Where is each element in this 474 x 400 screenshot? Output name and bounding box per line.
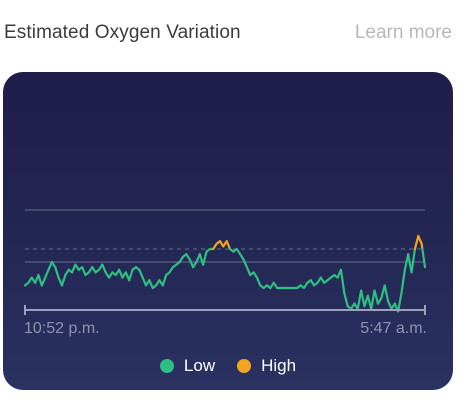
line-segment-low [44, 268, 50, 279]
time-axis-start-label: 10:52 p.m. [24, 320, 100, 337]
legend-high-dot [237, 359, 252, 373]
line-segment-low [400, 268, 406, 295]
line-segment-low [81, 266, 87, 277]
line-segment-low [397, 292, 403, 313]
line-segment-low [245, 266, 252, 277]
line-segment-low [60, 273, 67, 287]
line-segment-low [101, 263, 107, 274]
line-segment-low [370, 289, 376, 310]
line-segment-low [40, 276, 47, 287]
line-segment-low [141, 276, 148, 287]
line-segment-low [70, 263, 77, 274]
header: Estimated Oxygen Variation Learn more [0, 0, 474, 70]
page-title: Estimated Oxygen Variation [4, 22, 241, 43]
line-segment-low [242, 258, 248, 269]
line-segment-high [413, 234, 420, 251]
oxygen-variation-chart-card: 10:52 p.m. 5:47 a.m. Low High [3, 72, 453, 390]
line-segment-low [339, 268, 346, 295]
line-segment-low [161, 273, 168, 287]
oxygen-variation-chart [23, 209, 427, 315]
line-segment-low [54, 266, 60, 279]
line-segment-low [421, 247, 427, 269]
line-segment-low [138, 268, 144, 279]
line-segment-low [188, 258, 195, 269]
line-segment-low [47, 260, 53, 271]
line-segment-low [118, 268, 124, 279]
chart-series [23, 234, 427, 313]
line-segment-low [148, 279, 154, 290]
line-segment-low [356, 289, 363, 310]
legend-item-low: Low [159, 356, 216, 376]
line-segment-low [37, 273, 43, 287]
learn-more-link[interactable]: Learn more [354, 22, 452, 43]
line-segment-low [343, 292, 349, 308]
line-segment-low [360, 289, 366, 308]
line-segment-low [383, 284, 390, 303]
legend-high-label: High [261, 356, 297, 375]
line-segment-high [417, 234, 423, 245]
time-axis [24, 305, 426, 315]
line-segment-low [128, 268, 134, 282]
legend-low-dot [159, 359, 174, 373]
chart-legend: Low High [3, 356, 453, 376]
line-segment-high [225, 240, 232, 251]
line-segment-low [202, 250, 208, 266]
legend-low-label: Low [183, 356, 216, 375]
line-segment-low [410, 247, 417, 274]
legend-item-high: High [237, 356, 296, 376]
line-segment-low [373, 289, 380, 305]
chart-grid [25, 209, 425, 263]
time-axis-end-label: 5:47 a.m. [360, 320, 427, 337]
line-segment-low [255, 276, 262, 287]
line-segment-low [386, 299, 393, 310]
